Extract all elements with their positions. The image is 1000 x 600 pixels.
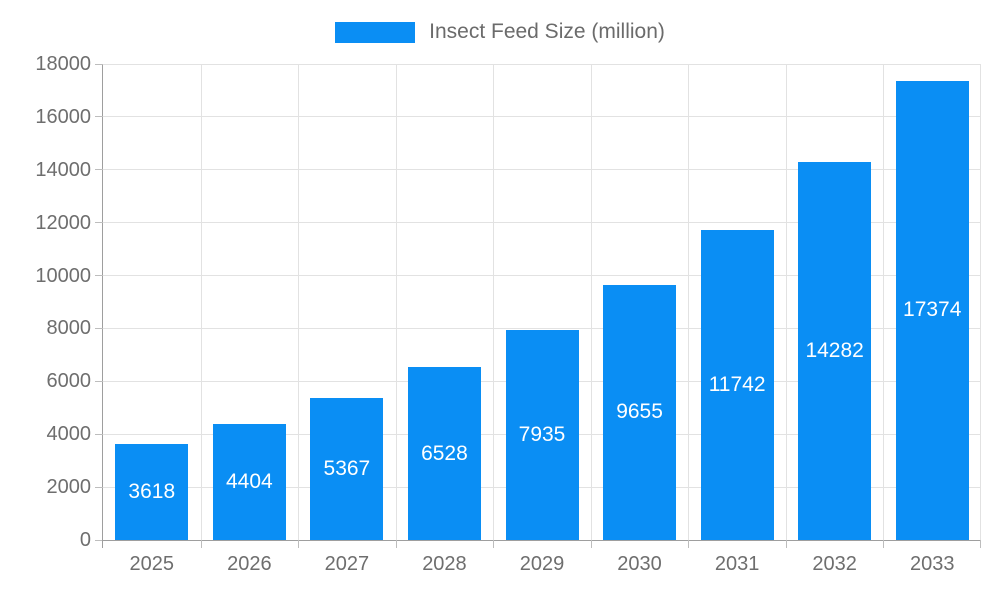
x-axis-label: 2029: [519, 553, 565, 575]
x-axis-label: 2032: [812, 553, 857, 575]
x-axis-label: 2033: [909, 553, 955, 575]
x-axis-tick: [200, 540, 202, 548]
x-axis-label: 2028: [422, 553, 467, 575]
bar-2027[interactable]: 5367: [310, 398, 384, 540]
x-gridline: [493, 64, 495, 540]
bar-value-label: 11742: [708, 372, 766, 396]
y-gridline: [103, 327, 981, 329]
y-axis-label: 14000: [35, 158, 91, 181]
bar-2028[interactable]: 6528: [407, 367, 481, 540]
bar-value-label: 5367: [323, 457, 371, 481]
y-axis-tick: [95, 486, 103, 488]
x-axis-label: 2027: [324, 553, 370, 575]
y-axis-label: 0: [79, 529, 91, 551]
bar-2029[interactable]: 7935: [505, 330, 579, 540]
bar-2026[interactable]: 4404: [212, 423, 286, 540]
x-axis-label: 2025: [129, 553, 175, 575]
x-axis-label: 2030: [617, 553, 662, 575]
x-gridline: [200, 64, 202, 540]
bar-value-label: 17374: [903, 298, 962, 322]
y-gridline: [103, 64, 981, 65]
x-axis-tick: [785, 540, 787, 548]
y-axis-label: 12000: [35, 211, 91, 234]
y-axis-label: 16000: [35, 105, 91, 128]
y-axis-tick: [95, 222, 103, 224]
y-axis-tick: [95, 327, 103, 329]
x-gridline: [590, 64, 592, 540]
y-gridline: [103, 222, 981, 224]
y-gridline: [103, 169, 981, 171]
y-axis-tick: [95, 63, 103, 65]
legend-item-insect-feed-size[interactable]: Insect Feed Size (million): [335, 20, 665, 44]
x-gridline: [298, 64, 300, 540]
y-axis-label: 8000: [46, 317, 92, 340]
x-gridline: [980, 64, 981, 540]
bar-2031[interactable]: 11742: [700, 229, 774, 540]
plot-area: 0 2000 4000 6000 8000 10000 12000 14000 16000 180…: [35, 54, 981, 574]
y-axis-label: 18000: [35, 53, 91, 75]
y-axis-tick: [95, 433, 103, 435]
bar-value-label: 4404: [225, 469, 273, 493]
y-axis-tick: [95, 275, 103, 277]
y-axis-tick: [95, 116, 103, 118]
x-axis-tick: [688, 540, 690, 548]
legend-swatch-icon: [335, 21, 416, 43]
chart-legend: Insect Feed Size (million): [0, 20, 1000, 44]
y-axis-label: 4000: [46, 423, 92, 446]
bar-value-label: 6528: [421, 441, 468, 465]
x-axis-tick: [493, 540, 495, 548]
y-axis-tick: [95, 539, 103, 541]
y-axis-label: 6000: [46, 370, 92, 393]
x-axis-tick: [298, 540, 300, 548]
y-gridline: [103, 116, 981, 118]
y-axis-label: 2000: [46, 476, 92, 499]
x-axis-tick: [395, 540, 397, 548]
x-axis-label: 2026: [227, 553, 272, 575]
bar-value-label: 14282: [805, 339, 864, 363]
bar-2030[interactable]: 9655: [603, 284, 677, 540]
y-axis-tick: [95, 169, 103, 171]
y-axis-tick: [95, 380, 103, 382]
x-gridline: [883, 64, 885, 540]
x-axis-tick: [883, 540, 885, 548]
bar-value-label: 7935: [518, 423, 566, 447]
x-axis-label: 2031: [714, 553, 760, 575]
bar-value-label: 9655: [616, 400, 663, 424]
bar-2025[interactable]: 3618: [115, 444, 189, 540]
bar-2033[interactable]: 17374: [895, 80, 969, 540]
legend-label: Insect Feed Size (million): [429, 20, 665, 43]
y-gridline: [103, 275, 981, 277]
bar-value-label: 3618: [128, 480, 176, 504]
x-gridline: [395, 64, 397, 540]
y-axis-label: 10000: [35, 264, 91, 287]
x-gridline: [688, 64, 690, 540]
x-axis-tick: [102, 540, 103, 548]
x-axis-tick: [980, 540, 981, 548]
x-gridline: [785, 64, 787, 540]
x-axis-tick: [590, 540, 592, 548]
bar-2032[interactable]: 14282: [798, 162, 872, 540]
